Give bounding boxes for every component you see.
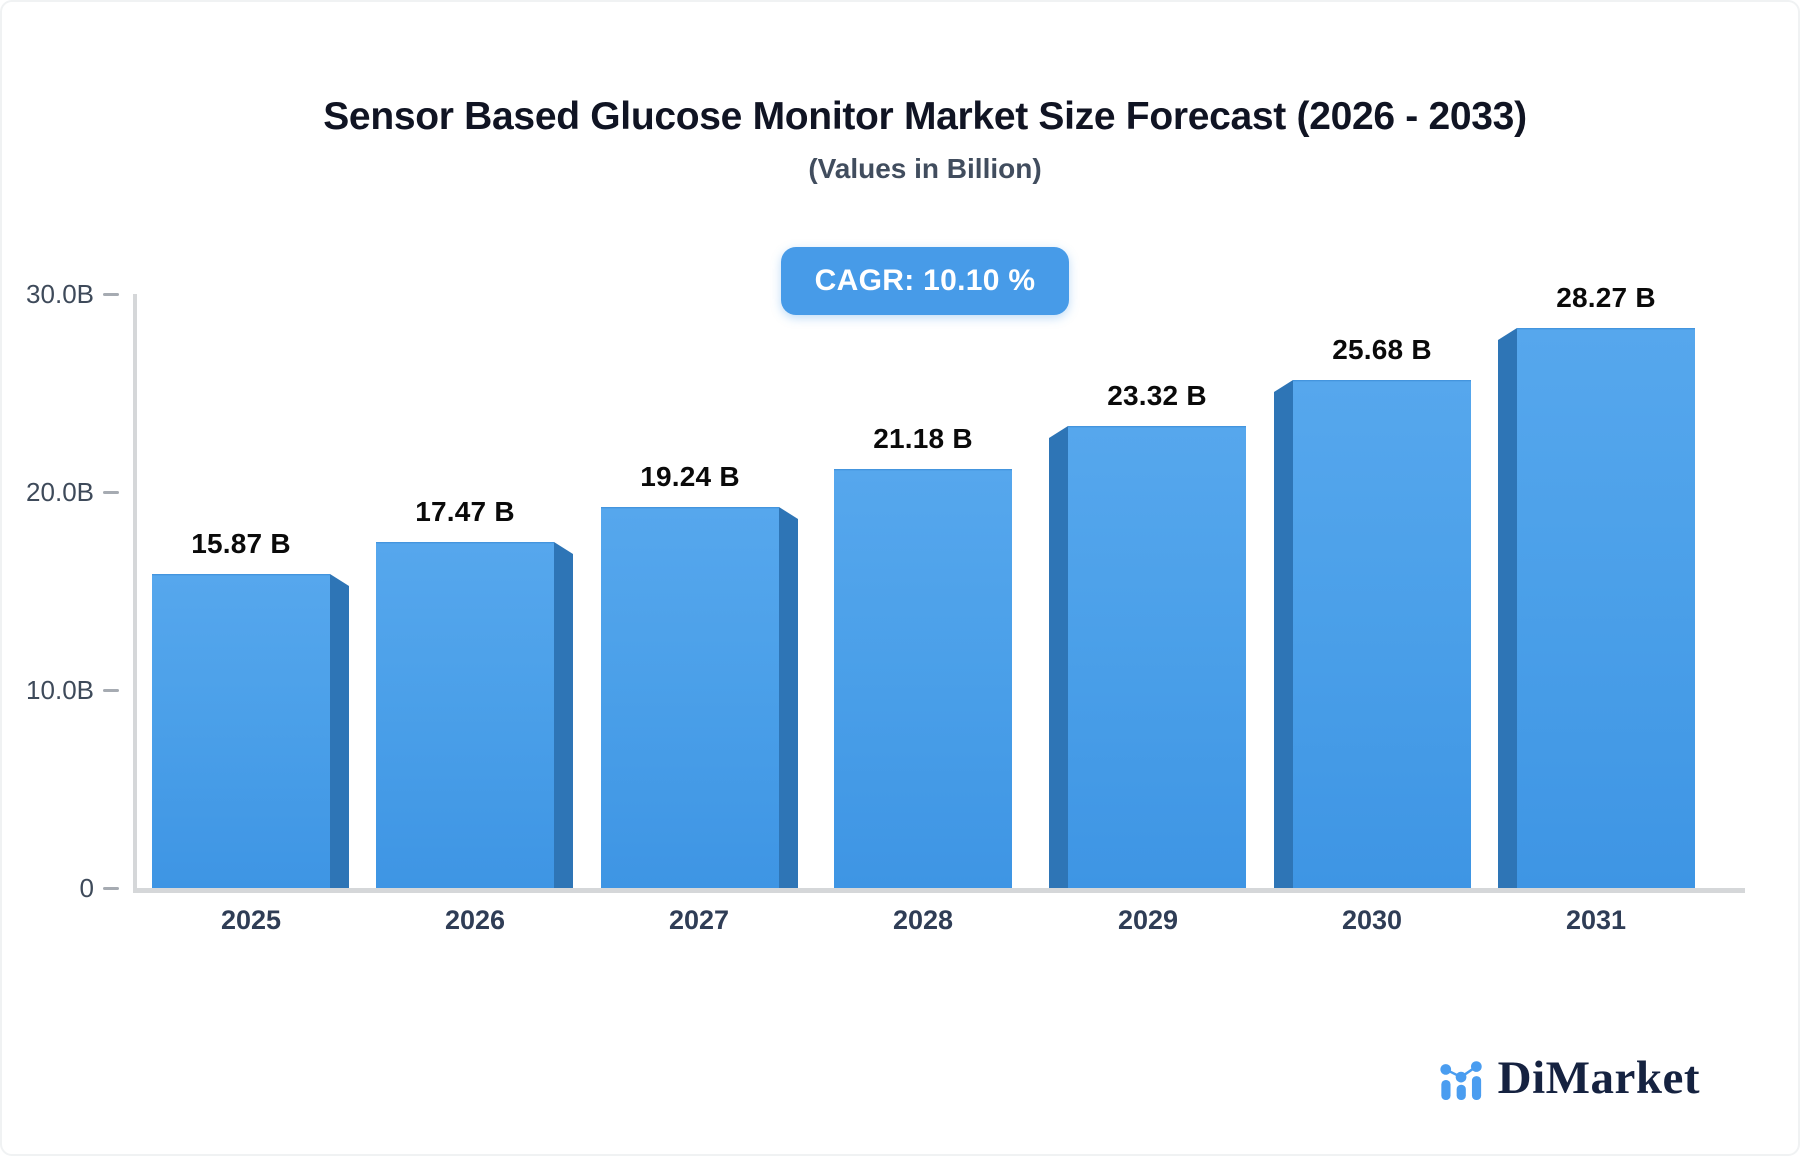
bar-value-label: 21.18 B <box>873 423 973 454</box>
bar-value-label: 19.24 B <box>640 461 740 492</box>
bar-value-label: 17.47 B <box>415 496 515 527</box>
bar-2027: 19.24 B <box>601 461 798 888</box>
x-axis-label-2025: 2025 <box>220 905 282 935</box>
bar-value-label: 25.68 B <box>1332 334 1432 365</box>
chart-title: Sensor Based Glucose Monitor Market Size… <box>323 95 1527 138</box>
bar-2029: 23.32 B <box>1049 380 1246 888</box>
cagr-badge: CAGR: 10.10 % <box>780 246 1070 315</box>
bar-face <box>1293 380 1471 888</box>
bar-2030: 25.68 B <box>1274 334 1471 888</box>
chart-header: Sensor Based Glucose Monitor Market Size… <box>52 95 1798 315</box>
bar-2028: 21.18 B <box>834 423 1012 888</box>
bar-face <box>152 574 330 888</box>
y-axis-tick <box>103 688 119 692</box>
bar-2025: 15.87 B <box>152 528 349 888</box>
bar-face <box>1068 426 1246 888</box>
bar-2026: 17.47 B <box>376 496 573 888</box>
bar-face <box>834 469 1012 888</box>
bar-value-label: 23.32 B <box>1107 380 1207 411</box>
bar-face <box>376 542 554 888</box>
bar-side-panel <box>330 574 349 888</box>
bar-face <box>601 507 779 888</box>
bar-side-panel <box>1498 328 1517 888</box>
x-axis-label-2030: 2030 <box>1341 905 1403 935</box>
bar-2031: 28.27 B <box>1498 282 1695 888</box>
y-axis-tick <box>103 490 119 494</box>
bar-side-panel <box>779 507 798 888</box>
logo-text: DiMarket <box>1497 1052 1700 1104</box>
y-axis-tick <box>103 292 119 296</box>
bar-face <box>1517 328 1695 888</box>
bar-value-label: 28.27 B <box>1556 282 1656 313</box>
y-axis-tick-label: 0 <box>79 873 94 903</box>
x-axis-label-2028: 2028 <box>892 905 954 935</box>
y-axis-tick-label: 10.0B <box>26 675 94 705</box>
bar-side-panel <box>1049 426 1068 888</box>
x-axis-line <box>133 888 1745 893</box>
dimarket-logo: DiMarket <box>1438 1055 1700 1102</box>
x-axis-label-2031: 2031 <box>1565 905 1627 935</box>
chart-subtitle: (Values in Billion) <box>808 152 1042 184</box>
x-axis-label-2029: 2029 <box>1117 905 1179 935</box>
y-axis-tick-label: 30.0B <box>26 279 94 309</box>
bar-chart-logo-icon <box>1440 1060 1482 1100</box>
y-axis-tick-label: 20.0B <box>26 477 94 507</box>
bar-value-label: 15.87 B <box>191 528 291 559</box>
bar-side-panel <box>554 542 573 888</box>
bar-side-panel <box>1274 380 1293 888</box>
x-axis-label-2027: 2027 <box>668 905 730 935</box>
x-axis-label-2026: 2026 <box>444 905 506 935</box>
y-axis-line <box>133 294 137 888</box>
y-axis-tick <box>103 886 119 890</box>
